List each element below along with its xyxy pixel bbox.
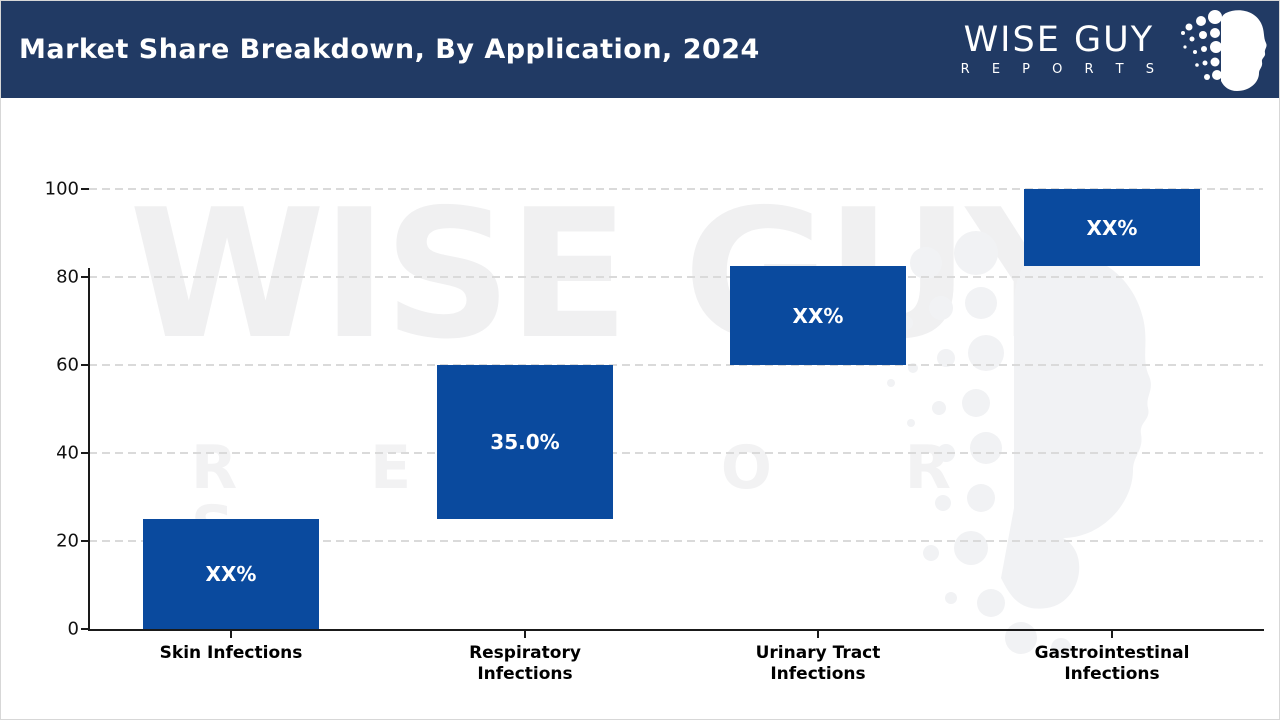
x-tick-mark-3	[817, 631, 819, 638]
y-tick-label-100: 100	[44, 178, 79, 200]
y-tick-mark-20	[81, 540, 89, 542]
y-tick-mark-100	[81, 188, 89, 190]
x-category-label-3: Urinary Tract Infections	[755, 643, 881, 685]
y-tick-label-0: 0	[67, 618, 79, 640]
y-tick-label-20: 20	[56, 530, 79, 552]
x-category-label-4: Gastrointestinal Infections	[1034, 643, 1190, 685]
gridline-y-40	[89, 452, 1263, 454]
bar-4: XX%	[1024, 189, 1200, 266]
gridline-y-100	[89, 188, 1263, 190]
logo-text: WISE GUY R E P O R T S	[955, 20, 1163, 77]
gridline-y-60	[89, 364, 1263, 366]
x-tick-mark-1	[230, 631, 232, 638]
y-tick-mark-60	[81, 364, 89, 366]
bar-value-label: XX%	[1086, 215, 1138, 240]
chart-title: Market Share Breakdown, By Application, …	[19, 34, 760, 65]
logo-subtitle: R E P O R T S	[960, 62, 1163, 77]
x-category-label-2: Respiratory Infections	[469, 643, 581, 685]
y-tick-label-40: 40	[56, 442, 79, 464]
bar-2: 35.0%	[437, 365, 613, 519]
bar-1: XX%	[143, 519, 319, 629]
bar-value-label: 35.0%	[490, 430, 560, 454]
wise-guy-logo: WISE GUY R E P O R T S	[955, 1, 1273, 98]
y-tick-mark-0	[81, 628, 89, 630]
y-tick-label-80: 80	[56, 266, 79, 288]
y-axis-line	[88, 268, 90, 629]
y-tick-label-60: 60	[56, 354, 79, 376]
gridline-y-80	[89, 276, 1263, 278]
y-tick-mark-40	[81, 452, 89, 454]
plot-area: 0 20 40 60 80 100 XX% Skin Infections 35.0% Respi…	[1, 98, 1279, 719]
y-tick-mark-80	[81, 276, 89, 278]
bar-value-label: XX%	[792, 303, 844, 328]
header-bar: Market Share Breakdown, By Application, …	[1, 1, 1279, 98]
gridline-y-20	[89, 540, 1263, 542]
bar-3: XX%	[730, 266, 906, 365]
logo-head-icon	[1181, 9, 1267, 91]
x-tick-mark-2	[524, 631, 526, 638]
bar-value-label: XX%	[205, 562, 257, 586]
x-category-label-1: Skin Infections	[159, 643, 303, 663]
logo-wordmark: WISE GUY	[963, 20, 1155, 60]
x-tick-mark-4	[1111, 631, 1113, 638]
x-axis-line	[88, 629, 1264, 631]
